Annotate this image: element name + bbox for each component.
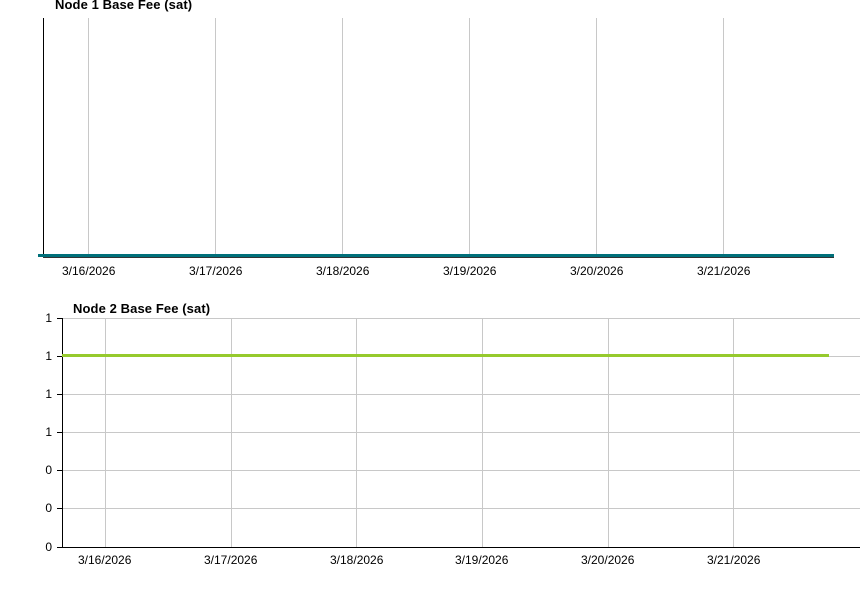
chart-title-node-2: Node 2 Base Fee (sat) bbox=[73, 301, 211, 316]
x-axis-line-node-2 bbox=[62, 547, 860, 548]
ytick-label-node-2: 0 bbox=[45, 501, 52, 515]
gridline-horizontal bbox=[62, 470, 860, 471]
gridline-vertical bbox=[596, 18, 597, 257]
gridline-vertical bbox=[342, 18, 343, 257]
ytick-mark-node-2 bbox=[57, 356, 62, 357]
ytick-label-node-2: 1 bbox=[45, 425, 52, 439]
ytick-mark-node-2 bbox=[57, 470, 62, 471]
xtick-label-node-1: 3/17/2026 bbox=[189, 264, 243, 278]
gridline-horizontal bbox=[62, 318, 860, 319]
gridline-vertical bbox=[608, 318, 609, 547]
y-axis-line-node-1 bbox=[43, 18, 44, 258]
ytick-label-node-2: 0 bbox=[45, 540, 52, 554]
xtick-label-node-2: 3/19/2026 bbox=[455, 553, 509, 567]
gridline-vertical bbox=[215, 18, 216, 257]
chart-panel-node-2-base-fee: Node 2 Base Fee (sat) bbox=[0, 290, 860, 600]
gridline-vertical bbox=[469, 18, 470, 257]
series-line-node-1 bbox=[38, 254, 834, 257]
xtick-label-node-2: 3/18/2026 bbox=[330, 553, 384, 567]
chart-panel-node-1-base-fee: Node 1 Base Fee (sat) bbox=[0, 0, 860, 290]
xtick-label-node-2: 3/21/2026 bbox=[707, 553, 761, 567]
ytick-mark-node-2 bbox=[57, 547, 62, 548]
xtick-label-node-2: 3/20/2026 bbox=[581, 553, 635, 567]
xtick-label-node-1: 3/19/2026 bbox=[443, 264, 497, 278]
ytick-label-node-2: 1 bbox=[45, 311, 52, 325]
xtick-label-node-1: 3/21/2026 bbox=[697, 264, 751, 278]
xtick-label-node-1: 3/16/2026 bbox=[62, 264, 116, 278]
ytick-label-node-2: 0 bbox=[45, 463, 52, 477]
xtick-label-node-1: 3/20/2026 bbox=[570, 264, 624, 278]
x-axis-line-node-1 bbox=[43, 257, 834, 258]
gridline-vertical bbox=[105, 318, 106, 547]
gridline-vertical bbox=[231, 318, 232, 547]
gridline-vertical bbox=[733, 318, 734, 547]
plot-area-node-1 bbox=[38, 18, 834, 258]
ytick-mark-node-2 bbox=[57, 318, 62, 319]
chart-title-node-1: Node 1 Base Fee (sat) bbox=[55, 0, 193, 12]
plot-area-node-2 bbox=[57, 318, 860, 548]
gridline-horizontal bbox=[62, 508, 860, 509]
ytick-mark-node-2 bbox=[57, 432, 62, 433]
xtick-label-node-2: 3/17/2026 bbox=[204, 553, 258, 567]
gridline-vertical bbox=[482, 318, 483, 547]
gridline-horizontal bbox=[62, 394, 860, 395]
ytick-label-node-2: 1 bbox=[45, 387, 52, 401]
gridline-vertical bbox=[356, 318, 357, 547]
ytick-mark-node-2 bbox=[57, 394, 62, 395]
gridline-vertical bbox=[88, 18, 89, 257]
ytick-label-node-2: 1 bbox=[45, 349, 52, 363]
gridline-vertical bbox=[723, 18, 724, 257]
xtick-label-node-2: 3/16/2026 bbox=[78, 553, 132, 567]
series-line-node-2 bbox=[62, 354, 829, 357]
ytick-mark-node-2 bbox=[57, 508, 62, 509]
xtick-label-node-1: 3/18/2026 bbox=[316, 264, 370, 278]
gridline-horizontal bbox=[62, 432, 860, 433]
y-axis-line-node-2 bbox=[62, 318, 63, 548]
